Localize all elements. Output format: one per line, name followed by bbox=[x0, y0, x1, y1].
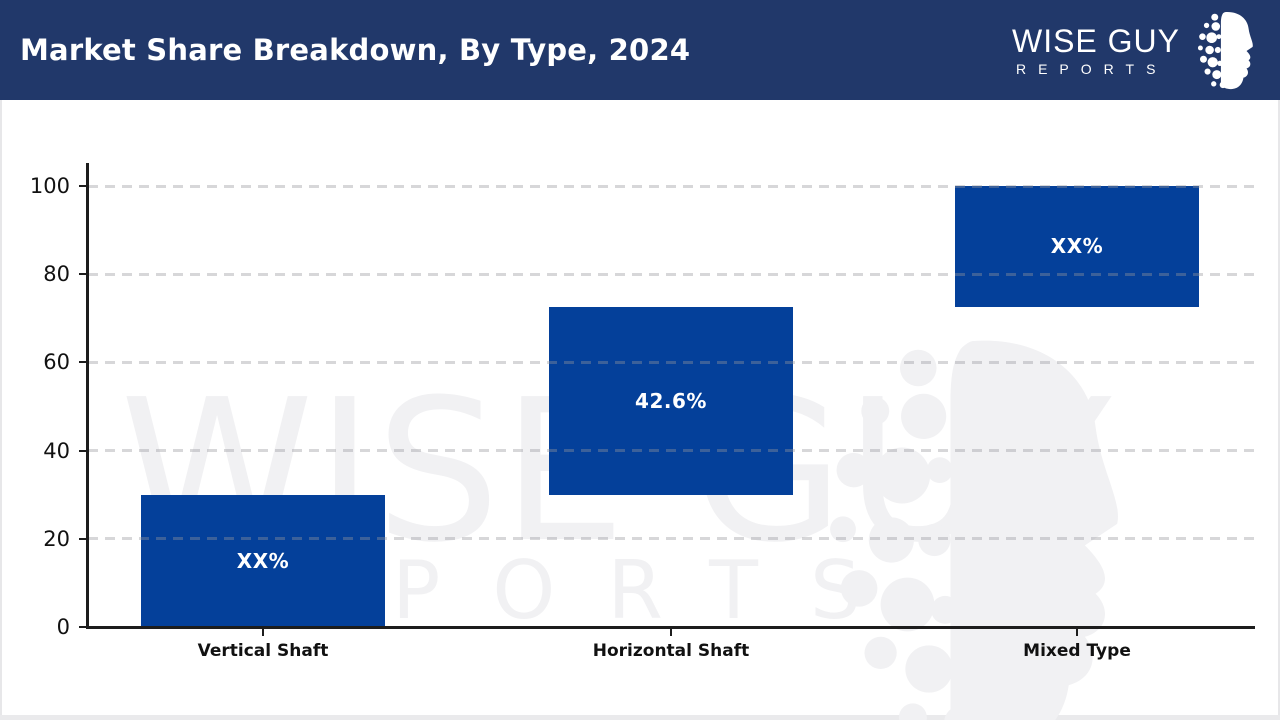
y-tick-0 bbox=[79, 626, 87, 628]
y-tick-80 bbox=[79, 273, 87, 276]
header: Market Share Breakdown, By Type, 2024 WI… bbox=[0, 0, 1280, 100]
x-tick-1 bbox=[262, 629, 264, 636]
x-tick-3 bbox=[1076, 629, 1078, 636]
y-tick-label-80: 80 bbox=[43, 262, 70, 287]
bar-value-label: XX% bbox=[1050, 234, 1104, 259]
bar-value-label: XX% bbox=[236, 548, 290, 573]
gridline-40 bbox=[88, 449, 1255, 453]
y-axis bbox=[86, 163, 89, 629]
logo-name: WISE GUY bbox=[1011, 22, 1180, 59]
x-tick-2 bbox=[670, 629, 672, 636]
page-title: Market Share Breakdown, By Type, 2024 bbox=[20, 33, 691, 67]
y-tick-60 bbox=[79, 361, 87, 364]
gridline-100 bbox=[88, 184, 1255, 188]
logo-wordmark: WISE GUY REPORTS bbox=[1012, 25, 1180, 76]
y-tick-label-40: 40 bbox=[43, 438, 70, 463]
bottom-border-strip bbox=[0, 715, 1280, 720]
bar-horizontal-shaft: 42.6% bbox=[549, 306, 793, 495]
x-axis bbox=[86, 626, 1255, 629]
gridline-20 bbox=[88, 537, 1255, 541]
y-tick-20 bbox=[79, 537, 87, 540]
x-tick-label-2: Horizontal Shaft bbox=[592, 641, 750, 661]
x-tick-label-1: Vertical Shaft bbox=[197, 641, 329, 661]
x-tick-label-3: Mixed Type bbox=[1023, 641, 1131, 661]
bar-vertical-shaft: XX% bbox=[141, 494, 385, 627]
y-tick-label-0: 0 bbox=[56, 615, 70, 639]
face-profile-icon bbox=[1197, 11, 1253, 90]
y-tick-label-60: 60 bbox=[43, 350, 70, 375]
gridline-60 bbox=[88, 360, 1255, 364]
brand-logo: WISE GUY REPORTS bbox=[1012, 9, 1262, 91]
y-tick-100 bbox=[79, 185, 87, 187]
bar-value-label: 42.6% bbox=[635, 388, 707, 413]
watermark-face-graphic bbox=[830, 340, 1118, 720]
y-tick-label-100: 100 bbox=[29, 174, 70, 198]
y-tick-label-20: 20 bbox=[43, 526, 70, 551]
gridline-80 bbox=[88, 272, 1255, 276]
logo-subtitle: REPORTS bbox=[1015, 60, 1168, 77]
bar-mixed-type: XX% bbox=[955, 186, 1199, 307]
y-tick-40 bbox=[79, 449, 87, 452]
